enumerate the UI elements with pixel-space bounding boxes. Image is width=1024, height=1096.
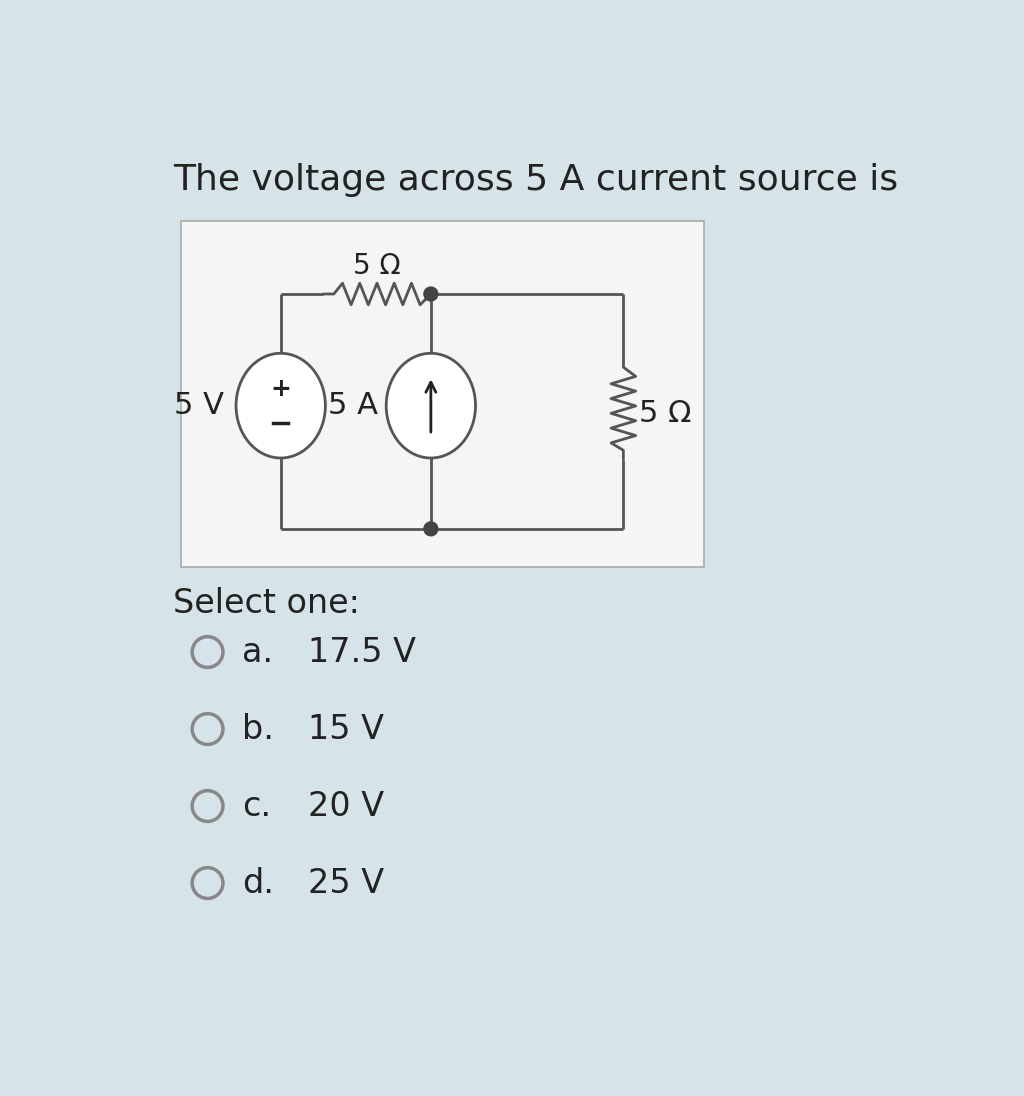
Text: 5 V: 5 V bbox=[174, 391, 224, 420]
Text: 5 Ω: 5 Ω bbox=[639, 399, 691, 427]
Text: 5 A: 5 A bbox=[329, 391, 379, 420]
Text: Select one:: Select one: bbox=[173, 586, 359, 619]
Text: 20 V: 20 V bbox=[307, 789, 384, 822]
Circle shape bbox=[424, 522, 438, 536]
Ellipse shape bbox=[237, 353, 326, 458]
Text: +: + bbox=[270, 377, 291, 401]
Text: 25 V: 25 V bbox=[307, 867, 384, 900]
Ellipse shape bbox=[386, 353, 475, 458]
FancyBboxPatch shape bbox=[180, 220, 705, 568]
Text: b.: b. bbox=[243, 712, 274, 745]
Circle shape bbox=[424, 287, 438, 301]
Text: d.: d. bbox=[243, 867, 274, 900]
Text: a.: a. bbox=[243, 636, 273, 669]
Text: The voltage across 5 A current source is: The voltage across 5 A current source is bbox=[173, 163, 898, 197]
Text: 17.5 V: 17.5 V bbox=[307, 636, 416, 669]
Text: 5 Ω: 5 Ω bbox=[353, 252, 400, 281]
Text: c.: c. bbox=[243, 789, 271, 822]
Text: 15 V: 15 V bbox=[307, 712, 384, 745]
